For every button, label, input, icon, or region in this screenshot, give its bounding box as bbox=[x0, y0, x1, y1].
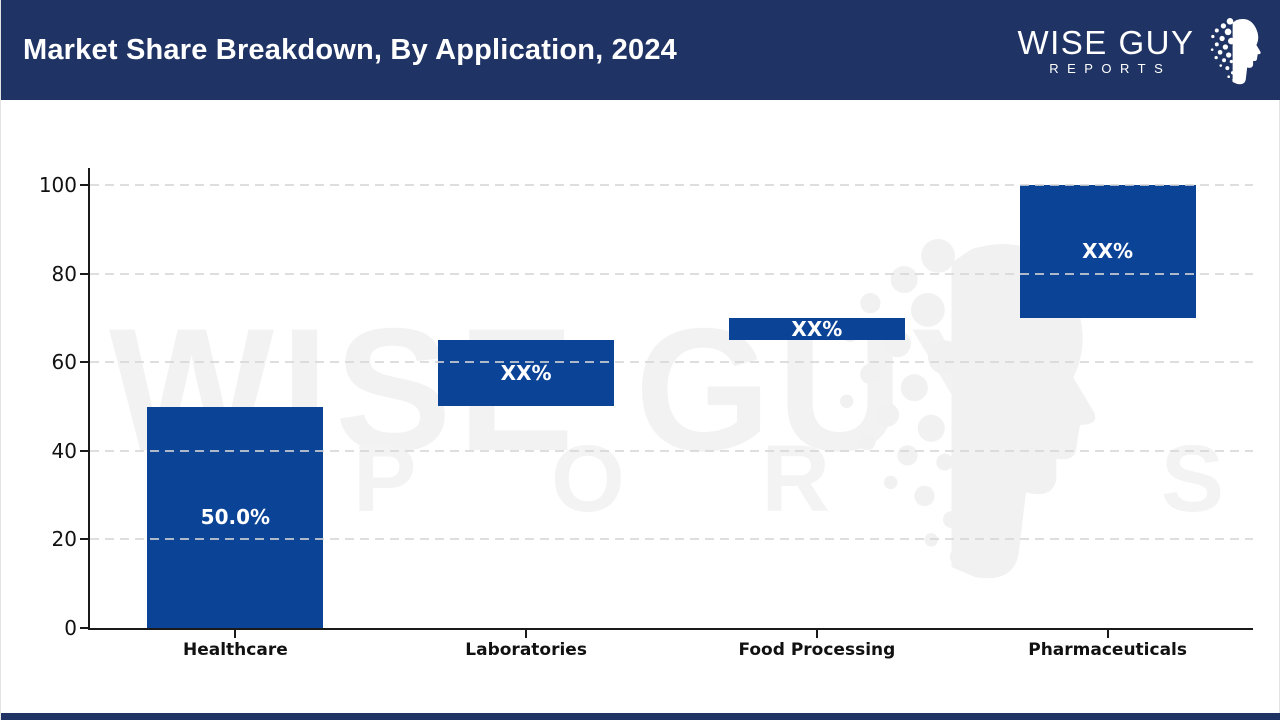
y-tick-mark bbox=[80, 449, 88, 452]
gridline-80 bbox=[90, 272, 1253, 275]
footer-bar bbox=[1, 713, 1280, 720]
y-tick-label: 60 bbox=[51, 350, 77, 375]
bar-value-label: XX% bbox=[1082, 239, 1134, 264]
wiseguy-head-icon bbox=[1210, 18, 1261, 85]
logo-reports-label: REPORTS bbox=[1049, 61, 1172, 77]
y-axis bbox=[88, 168, 90, 630]
y-tick-mark bbox=[80, 184, 88, 186]
x-tick-mark bbox=[815, 630, 818, 638]
bar-healthcare: 50.0% bbox=[147, 406, 324, 628]
gridline-60 bbox=[90, 361, 1253, 364]
logo-wiseguy-label: WISE GUY bbox=[1017, 23, 1195, 61]
y-tick-mark bbox=[80, 627, 88, 629]
y-tick-label: 40 bbox=[51, 438, 77, 463]
y-tick-mark bbox=[80, 538, 88, 541]
x-category-label: Pharmaceuticals bbox=[1028, 640, 1187, 660]
x-tick-mark bbox=[1106, 630, 1109, 638]
x-category-label: Food Processing bbox=[738, 640, 896, 660]
y-tick-label: 100 bbox=[38, 173, 77, 197]
bar-value-label: 50.0% bbox=[200, 505, 271, 530]
gridline-100 bbox=[90, 184, 1253, 186]
bar-pharmaceuticals: XX% bbox=[1019, 185, 1196, 318]
x-category-label: Healthcare bbox=[183, 640, 288, 660]
y-tick-mark bbox=[80, 361, 88, 364]
x-axis bbox=[88, 628, 1253, 630]
y-tick-label: 0 bbox=[64, 616, 77, 640]
x-tick-mark bbox=[525, 630, 528, 638]
bar-value-label: XX% bbox=[791, 316, 843, 341]
y-tick-mark bbox=[80, 272, 88, 275]
wiseguy-logo: WISE GUY REPORTS bbox=[1017, 6, 1267, 96]
gridline-20 bbox=[90, 538, 1253, 541]
x-tick-mark bbox=[234, 630, 237, 638]
wiseguy-logo-text: WISE GUY REPORTS bbox=[1017, 23, 1195, 77]
bar-food-processing: XX% bbox=[728, 316, 905, 341]
x-category-label: Laboratories bbox=[465, 640, 587, 660]
header-bar: Market Share Breakdown, By Application, … bbox=[1, 0, 1280, 100]
y-tick-label: 80 bbox=[51, 261, 77, 286]
y-tick-label: 20 bbox=[51, 527, 77, 552]
bar-laboratories: XX% bbox=[438, 340, 615, 407]
chart-title: Market Share Breakdown, By Application, … bbox=[23, 33, 677, 66]
bar-value-label: XX% bbox=[500, 361, 552, 386]
gridline-40 bbox=[90, 449, 1253, 452]
